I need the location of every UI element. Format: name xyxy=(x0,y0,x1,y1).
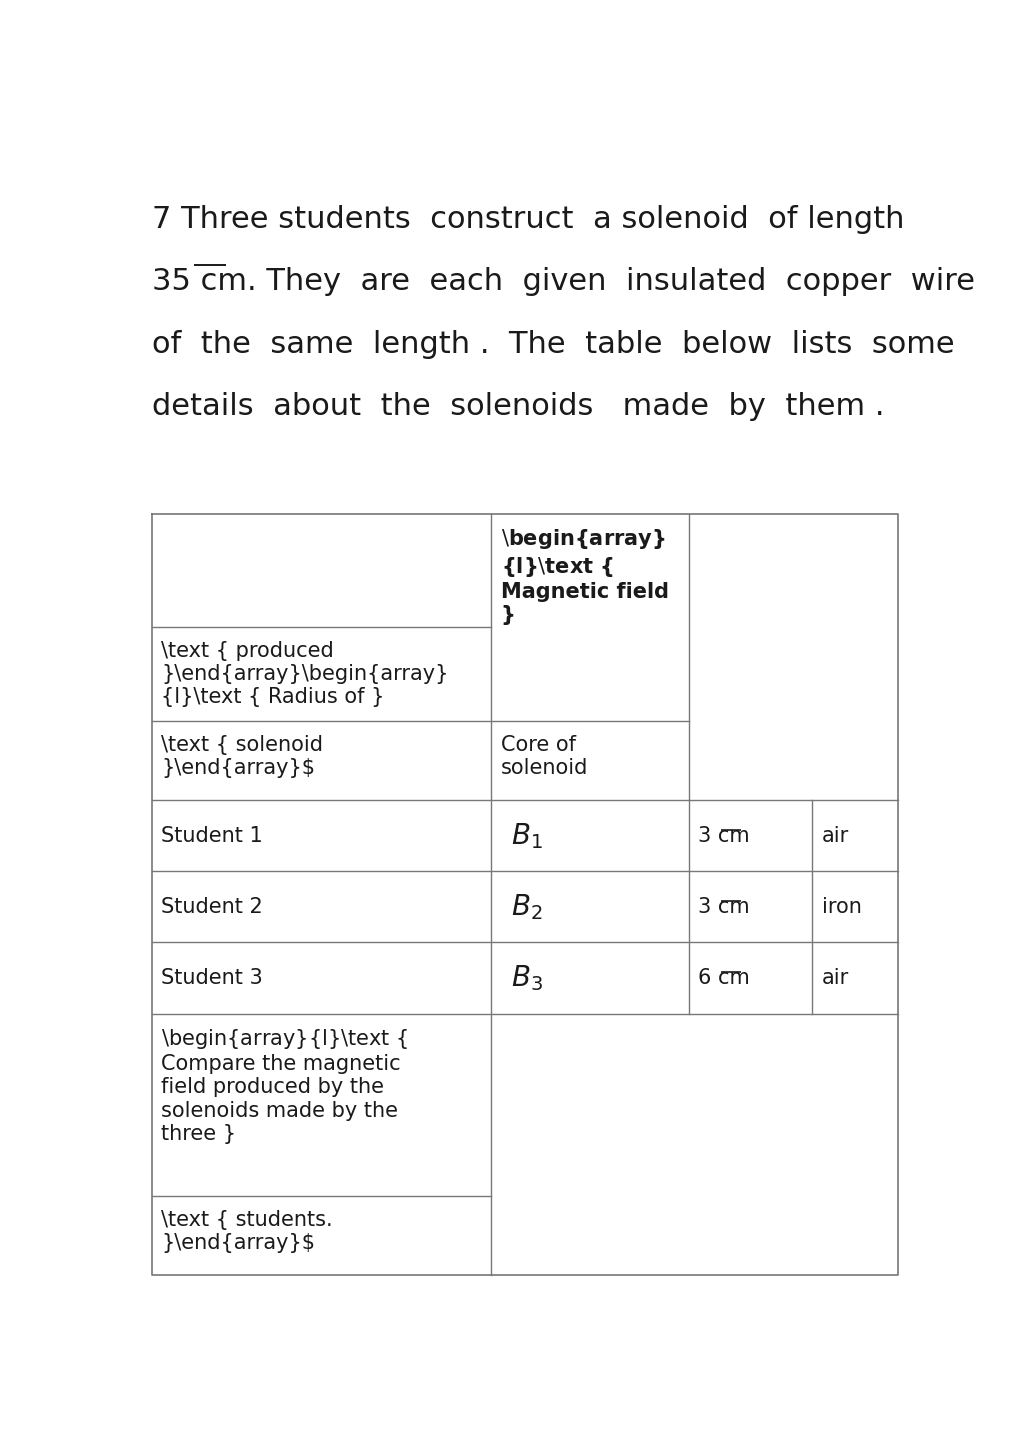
Text: Student 1: Student 1 xyxy=(162,825,263,846)
Text: Student 3: Student 3 xyxy=(162,969,263,988)
Text: \text { solenoid
}\end{array}$: \text { solenoid }\end{array}$ xyxy=(162,734,324,778)
Text: \text { students.
}\end{array}$: \text { students. }\end{array}$ xyxy=(162,1209,333,1253)
Text: 3 cm: 3 cm xyxy=(698,825,750,846)
Text: 3 cm: 3 cm xyxy=(698,896,750,917)
Text: details  about  the  solenoids   made  by  them .: details about the solenoids made by them… xyxy=(152,392,885,421)
Text: $B_{1}$: $B_{1}$ xyxy=(511,821,543,851)
Text: $B_{2}$: $B_{2}$ xyxy=(511,892,543,922)
Text: 35 cm. They  are  each  given  insulated  copper  wire: 35 cm. They are each given insulated cop… xyxy=(152,268,975,297)
Text: of  the  same  length .  The  table  below  lists  some: of the same length . The table below lis… xyxy=(152,330,954,359)
Text: $\backslash$begin{array}{l}$\backslash$text {
Compare the magnetic
field produce: $\backslash$begin{array}{l}$\backslash$t… xyxy=(162,1027,409,1144)
Text: Student 2: Student 2 xyxy=(162,896,263,917)
Text: air: air xyxy=(821,969,849,988)
Text: 7 Three students  construct  a solenoid  of length: 7 Three students construct a solenoid of… xyxy=(152,206,904,235)
Text: $B_{3}$: $B_{3}$ xyxy=(511,963,543,993)
Text: $\backslash$begin{array}
{l}$\backslash$text {
Magnetic field
}: $\backslash$begin{array} {l}$\backslash$… xyxy=(501,527,669,626)
Text: iron: iron xyxy=(821,896,861,917)
Text: air: air xyxy=(821,825,849,846)
Text: \text { produced
}\end{array}\begin{array}
{l}\text { Radius of }: \text { produced }\end{array}\begin{arra… xyxy=(162,641,449,707)
Text: 6 cm: 6 cm xyxy=(698,969,751,988)
Text: Core of
solenoid: Core of solenoid xyxy=(501,734,588,778)
